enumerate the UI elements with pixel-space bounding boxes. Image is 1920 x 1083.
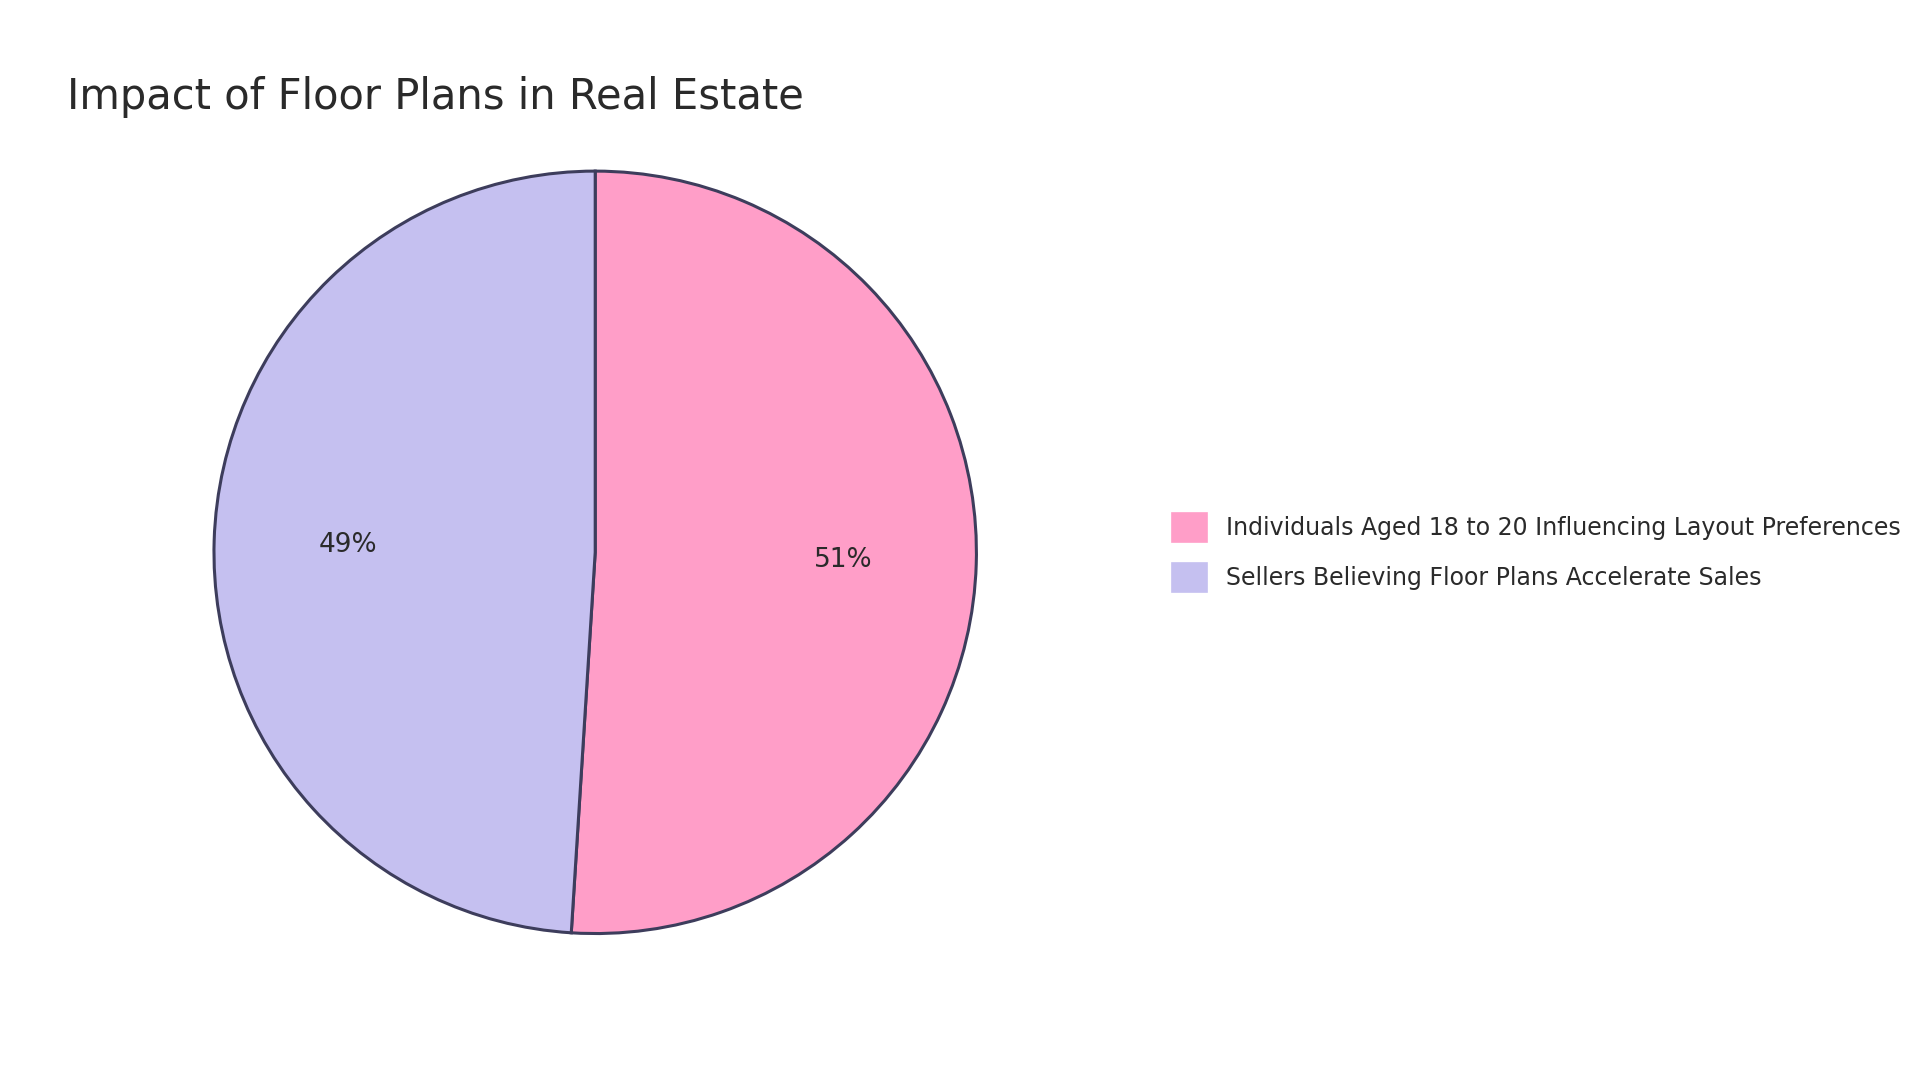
Text: 51%: 51% — [814, 547, 872, 573]
Text: 49%: 49% — [319, 532, 376, 558]
Wedge shape — [572, 171, 977, 934]
Wedge shape — [213, 171, 595, 932]
Legend: Individuals Aged 18 to 20 Influencing Layout Preferences, Sellers Believing Floo: Individuals Aged 18 to 20 Influencing La… — [1160, 501, 1912, 603]
Text: Impact of Floor Plans in Real Estate: Impact of Floor Plans in Real Estate — [67, 76, 804, 118]
